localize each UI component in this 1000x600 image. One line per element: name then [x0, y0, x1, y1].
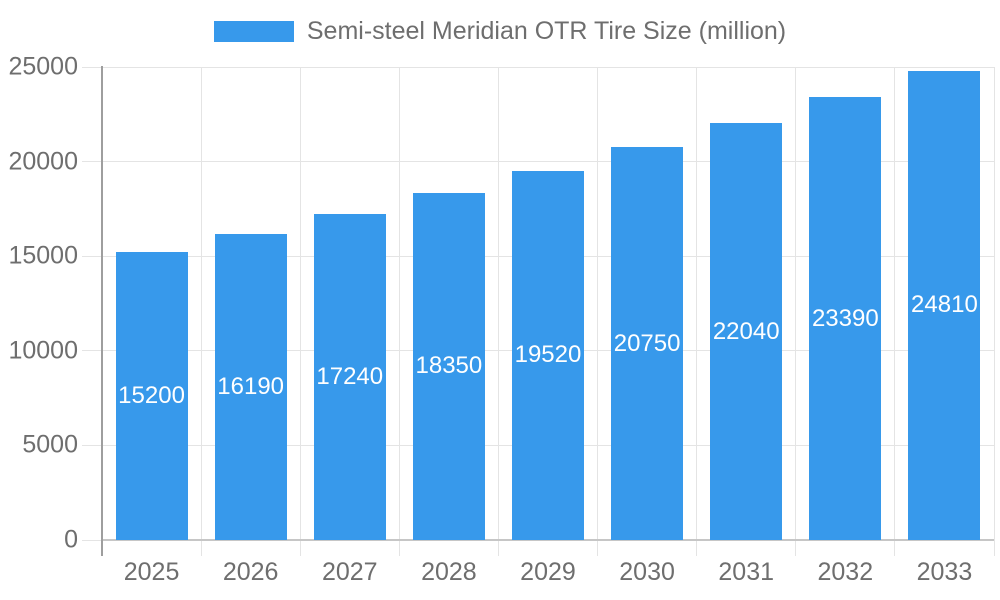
v-gridline	[299, 67, 301, 556]
y-axis-line	[101, 66, 103, 556]
x-tick-label: 2025	[123, 558, 180, 586]
bar-2032[interactable]	[809, 97, 882, 540]
legend-swatch	[213, 20, 294, 42]
bar-2031[interactable]	[710, 123, 783, 540]
y-tick-label: 10000	[8, 336, 78, 365]
v-gridline	[894, 67, 896, 556]
bar-2026[interactable]	[214, 233, 287, 540]
bar-2025[interactable]	[115, 252, 188, 540]
bar-2027[interactable]	[313, 213, 386, 540]
x-tick-label: 2030	[619, 558, 675, 586]
v-gridline	[398, 67, 400, 556]
v-gridline	[696, 67, 698, 556]
v-gridline	[597, 67, 599, 556]
x-tick-label: 2027	[321, 558, 378, 586]
v-gridline	[497, 67, 499, 556]
y-tick-label: 20000	[8, 147, 78, 176]
x-tick-label: 2028	[421, 558, 477, 586]
y-tick-label: 25000	[8, 52, 78, 81]
x-tick-label: 2033	[916, 558, 973, 586]
y-tick-label: 0	[64, 525, 78, 554]
x-tick-label: 2032	[817, 558, 874, 586]
h-gridline	[82, 66, 994, 68]
x-axis-line	[102, 539, 994, 541]
h-gridline	[82, 161, 994, 163]
bar-2030[interactable]	[611, 147, 684, 540]
x-tick-label: 2029	[520, 558, 576, 586]
y-tick-label: 15000	[8, 241, 78, 270]
v-gridline	[200, 67, 202, 556]
v-gridline	[993, 67, 995, 556]
bar-2033[interactable]	[908, 70, 981, 540]
bar-2028[interactable]	[412, 192, 485, 540]
x-tick-label: 2031	[718, 558, 775, 586]
x-tick-label: 2026	[222, 558, 279, 586]
v-gridline	[795, 67, 797, 556]
bar-2029[interactable]	[512, 170, 584, 540]
chart-legend[interactable]: Semi-steel Meridian OTR Tire Size (milli…	[0, 16, 1000, 45]
y-tick-label: 5000	[22, 430, 78, 459]
legend-label: Semi-steel Meridian OTR Tire Size (milli…	[306, 16, 787, 45]
